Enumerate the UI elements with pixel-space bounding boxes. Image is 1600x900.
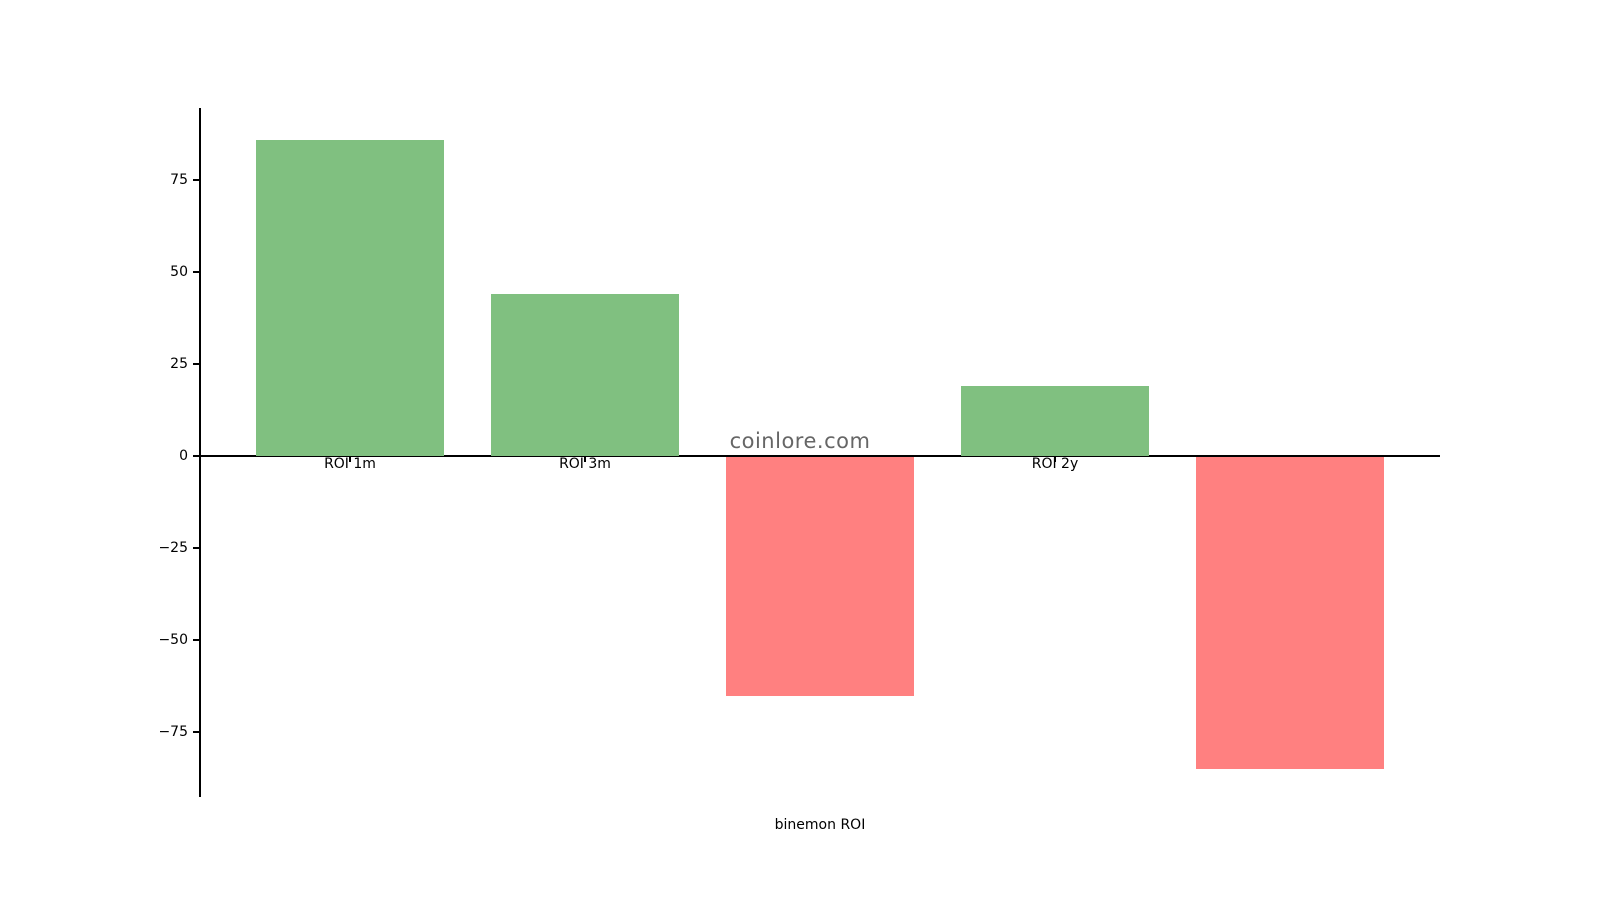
x-tick-mark [584, 456, 586, 462]
bar-1 [256, 139, 444, 456]
bar-4 [961, 386, 1149, 456]
y-tick-mark [193, 547, 199, 549]
y-tick-mark [193, 271, 199, 273]
x-tick-mark [349, 456, 351, 462]
bar-5 [1196, 456, 1384, 770]
y-tick-label: 25 [170, 356, 188, 372]
bar-3 [726, 456, 914, 696]
chart-title: binemon ROI [774, 817, 866, 833]
y-tick-mark [193, 363, 199, 365]
y-axis-spine [199, 108, 201, 797]
y-tick-label: −25 [158, 540, 188, 556]
y-tick-label: 75 [170, 172, 188, 188]
y-tick-mark [193, 179, 199, 181]
watermark-text: coinlore.com [729, 429, 871, 453]
y-tick-label: 50 [170, 264, 188, 280]
y-tick-label: 0 [179, 448, 188, 464]
x-tick-label: ROI 1m [324, 456, 376, 472]
x-axis-zero-line [199, 455, 1440, 457]
y-tick-mark [193, 731, 199, 733]
bar-2 [491, 294, 679, 456]
y-tick-mark [193, 455, 199, 457]
y-tick-label: −75 [158, 724, 188, 740]
x-tick-label: ROI 3m [559, 456, 611, 472]
x-tick-label: ROI 2y [1031, 456, 1079, 472]
x-tick-mark [1054, 456, 1056, 462]
y-tick-label: −50 [158, 632, 188, 648]
y-tick-mark [193, 639, 199, 641]
